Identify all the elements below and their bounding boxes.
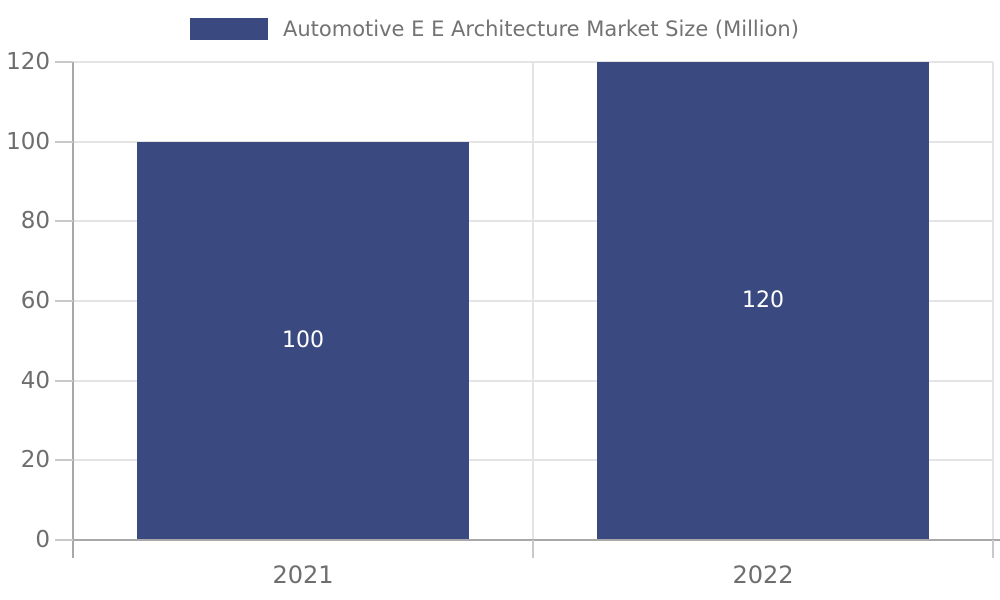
legend-swatch [190,18,268,40]
y-tick-label-80: 80 [20,208,50,235]
y-tick-mark-20 [55,459,73,462]
bar-value-label-2022: 120 [742,287,784,313]
x-tick-label-2021: 2021 [272,561,334,589]
chart-legend: Automotive E E Architecture Market Size … [190,16,799,42]
bar-2021: 100 [137,142,469,539]
y-tick-mark-80 [55,220,73,223]
bar-2022: 120 [597,62,929,539]
plot-area: 100 120 [72,61,1000,558]
y-tick-label-20: 20 [20,447,50,474]
x-tick-mark-1 [532,540,534,558]
y-tick-label-0: 0 [35,527,50,553]
y-tick-mark-0 [55,539,73,541]
legend-label: Automotive E E Architecture Market Size … [283,17,799,41]
gridline-x-1 [532,62,534,540]
y-tick-mark-120 [55,61,73,63]
y-tick-label-40: 40 [20,367,50,394]
y-tick-label-100: 100 [6,128,50,155]
gridline-x-2 [992,62,994,540]
x-axis-line [72,539,1000,541]
y-tick-mark-40 [55,379,73,382]
y-tick-mark-60 [55,300,73,302]
y-axis-line [72,62,74,558]
bar-value-label-2021: 100 [282,327,324,353]
y-tick-label-120: 120 [6,49,50,75]
y-tick-mark-100 [55,140,73,143]
x-tick-mark-2 [992,540,994,558]
x-tick-label-2022: 2022 [732,561,794,589]
y-tick-label-60: 60 [20,288,50,314]
